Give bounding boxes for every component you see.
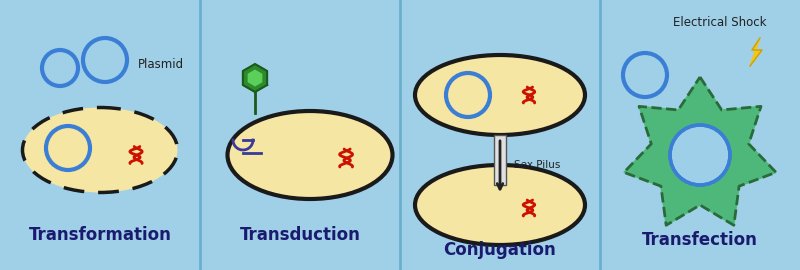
Circle shape — [670, 125, 730, 185]
Text: Transduction: Transduction — [239, 226, 361, 244]
Ellipse shape — [415, 55, 585, 135]
Ellipse shape — [415, 165, 585, 245]
Text: Electrical Shock: Electrical Shock — [674, 15, 766, 29]
Text: Transfection: Transfection — [642, 231, 758, 249]
Text: Sex Pilus: Sex Pilus — [514, 160, 560, 170]
Polygon shape — [243, 64, 267, 92]
Text: Plasmid: Plasmid — [138, 59, 184, 72]
Text: Conjugation: Conjugation — [444, 241, 556, 259]
Polygon shape — [248, 70, 262, 86]
Ellipse shape — [227, 111, 393, 199]
Ellipse shape — [22, 107, 178, 193]
Polygon shape — [750, 38, 762, 66]
Text: Transformation: Transformation — [29, 226, 171, 244]
FancyBboxPatch shape — [494, 135, 506, 185]
Polygon shape — [624, 77, 776, 225]
